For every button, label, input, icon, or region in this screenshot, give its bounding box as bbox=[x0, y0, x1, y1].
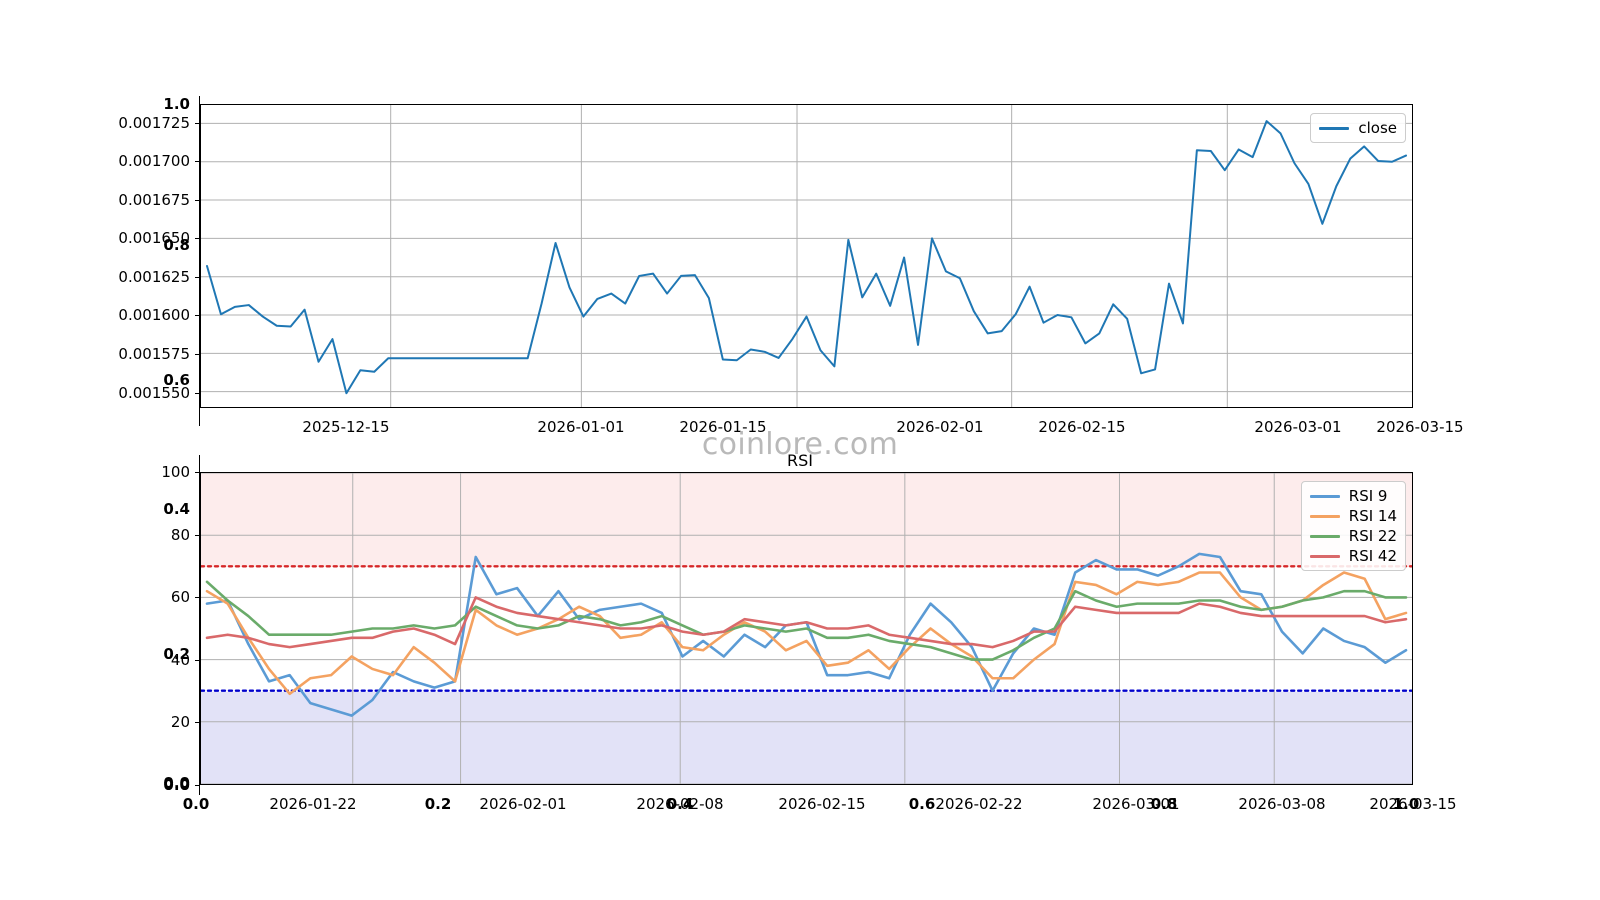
price-x-tick-label: 2026-02-01 bbox=[896, 418, 984, 436]
rsi-x-tick-label: 2026-03-08 bbox=[1238, 795, 1326, 813]
overbought-band bbox=[201, 473, 1412, 567]
oversold-band bbox=[201, 692, 1412, 784]
rsi-phantom-x-tick-label: 0.8 bbox=[1150, 795, 1178, 813]
price-phantom-y-tick-label: 0.6 bbox=[163, 371, 190, 389]
price-phantom-y-tick-label: 0.8 bbox=[163, 236, 190, 254]
price-y-tickmark bbox=[195, 199, 200, 201]
price-chart-panel: close bbox=[200, 104, 1413, 408]
price-y-tick-label: 0.001675 bbox=[118, 190, 190, 209]
price-y-tickmark bbox=[195, 353, 200, 355]
legend-item-rsi-22[interactable]: RSI 22 bbox=[1309, 526, 1397, 546]
rsi-x-tick-label: 2026-03-15 bbox=[1369, 795, 1457, 813]
rsi-phantom-x-tick-label: 1.0 bbox=[1392, 795, 1420, 813]
price-x-tick-label: 2026-01-15 bbox=[679, 418, 767, 436]
rsi-y-tickmark bbox=[195, 722, 200, 724]
legend-item-rsi-14[interactable]: RSI 14 bbox=[1309, 506, 1397, 526]
rsi-phantom-y-tick-label: 0.0 bbox=[163, 774, 190, 792]
price-y-tick-label: 0.001575 bbox=[118, 344, 190, 363]
rsi-y-tick-label: 0 bbox=[180, 776, 190, 794]
rsi-y-tickmark bbox=[195, 659, 200, 661]
rsi-x-tick-label: 2026-02-15 bbox=[778, 795, 866, 813]
price-x-tick-label: 2026-03-15 bbox=[1376, 418, 1464, 436]
legend-swatch-icon bbox=[1309, 514, 1340, 518]
price-plot-area bbox=[201, 105, 1412, 407]
rsi-y-tick-label: 80 bbox=[170, 525, 190, 544]
rsi-x-tick-label: 2026-03-01 bbox=[1092, 795, 1180, 813]
rsi-chart-title: RSI bbox=[787, 451, 813, 470]
price-y-tick-label: 0.001650 bbox=[118, 229, 190, 248]
legend-item-close[interactable]: close bbox=[1319, 118, 1397, 138]
rsi-y-tick-label: 20 bbox=[170, 713, 190, 732]
rsi-y-tick-label: 40 bbox=[170, 650, 190, 669]
price-y-tickmark bbox=[195, 238, 200, 240]
price-y-tick-label: 0.001700 bbox=[118, 152, 190, 171]
legend-swatch-icon bbox=[1309, 554, 1340, 558]
price-legend: close bbox=[1310, 113, 1406, 143]
legend-swatch-icon bbox=[1309, 534, 1340, 538]
legend-swatch-icon bbox=[1319, 126, 1350, 130]
price-phantom-y-tick-label: 1.0 bbox=[163, 95, 190, 113]
legend-item-rsi-42[interactable]: RSI 42 bbox=[1309, 546, 1397, 566]
price-x-tick-label: 2026-01-01 bbox=[537, 418, 625, 436]
price-y-tickmark bbox=[195, 392, 200, 394]
rsi-y-tickmark bbox=[195, 472, 200, 473]
rsi-chart-panel: RSI 9 RSI 14 RSI 22 RSI 42 bbox=[200, 472, 1413, 785]
legend-label: RSI 42 bbox=[1348, 547, 1397, 565]
rsi-origin-label: 0.0 bbox=[163, 776, 190, 794]
rsi-x-tick-label: 2026-02-08 bbox=[636, 795, 724, 813]
price-y-tick-label: 0.001550 bbox=[118, 383, 190, 402]
rsi-x-tick-label: 2026-02-22 bbox=[935, 795, 1023, 813]
legend-label: RSI 22 bbox=[1348, 527, 1397, 545]
price-y-tick-label: 0.001725 bbox=[118, 113, 190, 132]
axis-spine bbox=[199, 455, 200, 795]
rsi-phantom-x-tick-label: 0.2 bbox=[424, 795, 452, 813]
rsi-x-tick-label: 2026-02-01 bbox=[479, 795, 567, 813]
price-y-tick-label: 0.001600 bbox=[118, 306, 190, 325]
price-y-tick-label: 0.001625 bbox=[118, 267, 190, 286]
legend-swatch-icon bbox=[1309, 494, 1340, 498]
price-y-tickmark bbox=[195, 122, 200, 124]
rsi-phantom-y-tick-label: 0.4 bbox=[163, 500, 190, 518]
legend-label: close bbox=[1358, 119, 1397, 137]
rsi-y-tick-label: 60 bbox=[170, 588, 190, 607]
price-y-tickmark bbox=[195, 315, 200, 317]
rsi-phantom-x-tick-label: 0.6 bbox=[908, 795, 936, 813]
price-x-tick-label: 2025-12-15 bbox=[302, 418, 390, 436]
rsi-y-tickmark bbox=[195, 785, 200, 786]
rsi-phantom-x-tick-label: 0.4 bbox=[666, 795, 694, 813]
price-y-tickmark bbox=[195, 276, 200, 278]
rsi-y-tickmark bbox=[195, 597, 200, 599]
price-y-tickmark bbox=[195, 161, 200, 163]
rsi-legend: RSI 9 RSI 14 RSI 22 RSI 42 bbox=[1300, 481, 1406, 571]
legend-item-rsi-9[interactable]: RSI 9 bbox=[1309, 486, 1397, 506]
axis-spine bbox=[199, 96, 200, 426]
legend-label: RSI 9 bbox=[1348, 487, 1388, 505]
watermark: coinlore.com bbox=[701, 427, 899, 462]
rsi-y-tick-label: 100 bbox=[161, 463, 190, 481]
rsi-phantom-y-tick-label: 0.2 bbox=[163, 645, 190, 663]
legend-label: RSI 14 bbox=[1348, 507, 1397, 525]
rsi-x-tick-label: 2026-01-22 bbox=[269, 795, 357, 813]
rsi-plot-area bbox=[201, 473, 1412, 784]
rsi-phantom-x-tick-label: 0.0 bbox=[182, 795, 210, 813]
rsi-y-tickmark bbox=[195, 534, 200, 536]
price-x-tick-label: 2026-02-15 bbox=[1038, 418, 1126, 436]
price-x-tick-label: 2026-03-01 bbox=[1254, 418, 1342, 436]
